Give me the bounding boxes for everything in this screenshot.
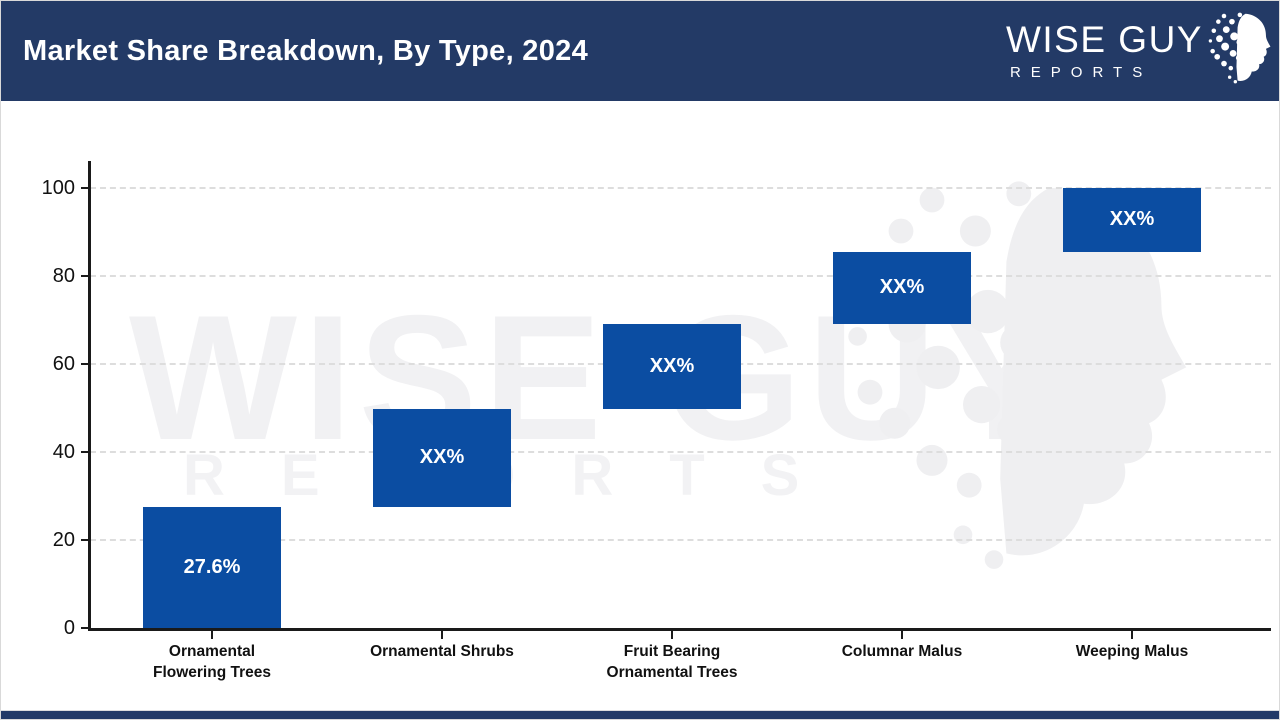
x-tick-mark [901, 631, 903, 639]
y-tick-mark [81, 275, 90, 277]
y-tick-label: 100 [41, 177, 75, 199]
y-tick-label: 40 [52, 441, 75, 463]
y-tick-label: 80 [52, 265, 75, 287]
watermark-face-icon [848, 181, 1187, 569]
y-tick-mark [81, 451, 90, 453]
y-tick-label: 20 [52, 529, 75, 551]
y-tick-mark [81, 627, 90, 629]
bar-segment: XX% [373, 408, 511, 507]
bar-segment: XX% [603, 323, 741, 409]
brand-logo: WISE GUY REPORTS [1006, 21, 1203, 80]
x-category-label: Ornamental Flowering Trees [152, 643, 271, 681]
x-tick-mark [441, 631, 443, 639]
x-category-label: Fruit Bearing Ornamental Trees [606, 643, 738, 681]
gridline [90, 539, 1271, 541]
bar-segment: 27.6% [143, 506, 281, 628]
bar-value-label: XX% [879, 276, 925, 299]
gridline [90, 451, 1271, 453]
x-tick-mark [671, 631, 673, 639]
x-tick-mark [211, 631, 213, 639]
gridline [90, 275, 1271, 277]
footer-bar [1, 711, 1279, 719]
y-axis-line [88, 161, 91, 631]
bar-value-label: 27.6% [183, 555, 241, 578]
bar-segment: XX% [833, 251, 971, 324]
bar-value-label: XX% [1109, 208, 1155, 231]
x-category-label: Columnar Malus [841, 643, 963, 660]
bar-segment: XX% [1063, 188, 1201, 252]
brand-logo-subtext: REPORTS [1009, 64, 1153, 81]
y-tick-mark [81, 187, 90, 189]
header-bar: Market Share Breakdown, By Type, 2024 WI… [1, 1, 1279, 101]
watermark-subtext: REPORTS [183, 443, 856, 508]
x-category-label: Weeping Malus [1075, 643, 1189, 660]
y-tick-label: 0 [63, 617, 75, 639]
x-tick-mark [1131, 631, 1133, 639]
gridline [90, 187, 1271, 189]
y-tick-mark [81, 539, 90, 541]
bar-value-label: XX% [649, 354, 695, 377]
brand-face-icon [1208, 12, 1271, 84]
page-title: Market Share Breakdown, By Type, 2024 [23, 34, 589, 67]
y-tick-label: 60 [52, 353, 75, 375]
x-category-label: Ornamental Shrubs [370, 643, 514, 660]
y-tick-mark [81, 363, 90, 365]
footer-divider [1, 710, 1279, 711]
brand-logo-text: WISE GUY [1005, 19, 1203, 60]
bar-value-label: XX% [419, 446, 465, 469]
x-axis-line [88, 628, 1271, 631]
